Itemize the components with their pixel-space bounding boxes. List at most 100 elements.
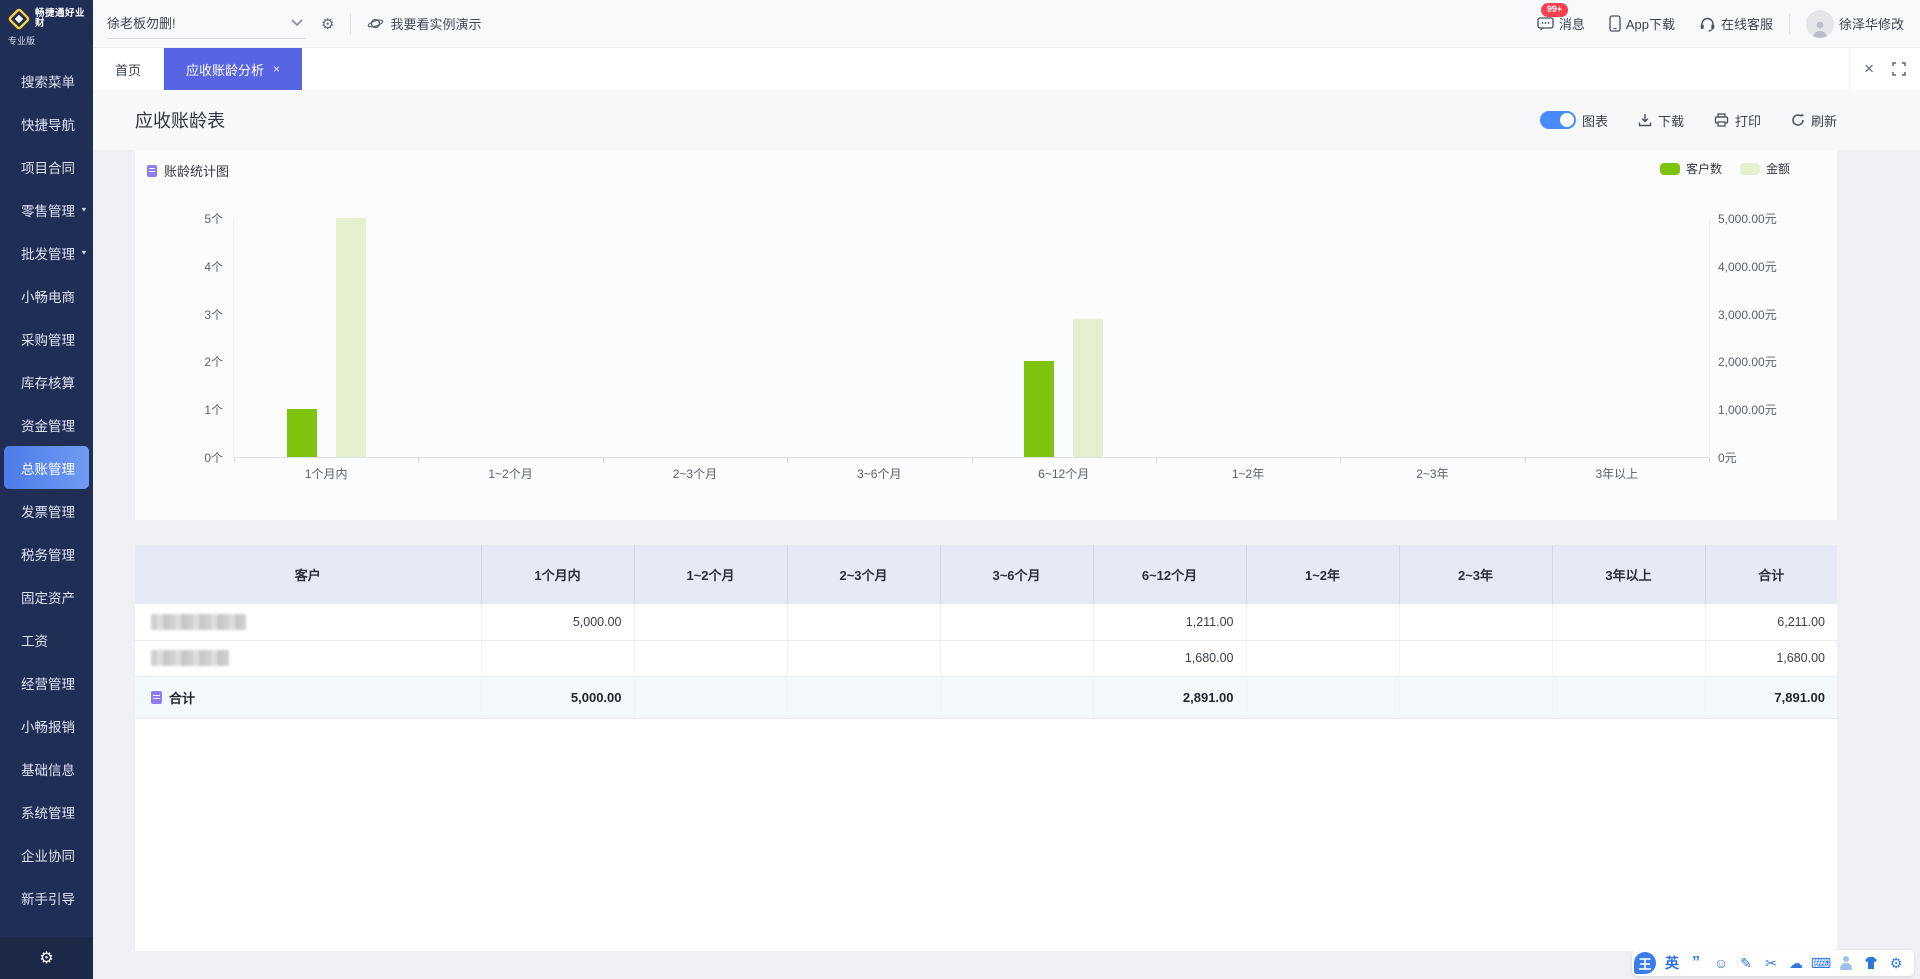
aging-table-card: 客户 1个月内 1~2个月 2~3个月 3~6个月 6~12个月 1~2年 2~3年 3年以上合… [135, 545, 1837, 951]
company-name: 徐老板勿删! [107, 15, 176, 31]
table-header-cell: 1~2年 [1246, 545, 1400, 604]
sidebar-item-label: 经营管理 [21, 676, 75, 692]
chart-category-label: 1~2年 [1231, 467, 1265, 481]
chart-toggle[interactable]: 图表 [1539, 111, 1608, 130]
aging-chart-card: 账龄统计图 客户数 金额 0个 1个 2个 3个 4个 5个 0元 1,000.00元 2,00… [135, 150, 1837, 520]
page-title: 应收账龄表 [135, 111, 225, 131]
sidebar-settings-button[interactable]: ⚙ [0, 937, 93, 979]
app-download-label: App下载 [1625, 17, 1675, 32]
sidebar-item-11[interactable]: 发票管理 [0, 489, 93, 532]
sidebar-item-18[interactable]: 系统管理 [0, 790, 93, 833]
sidebar-item-20[interactable]: 新手引导 [0, 876, 93, 919]
scissors-icon[interactable] [1763, 955, 1779, 971]
ime-brand-badge[interactable]: 王 [1634, 952, 1656, 974]
planet-icon [367, 16, 384, 31]
table-cell [940, 640, 1094, 677]
axis-tick [1524, 458, 1526, 463]
table-cell: 1,680.00 [1093, 640, 1247, 677]
download-button[interactable]: 下载 [1638, 111, 1684, 130]
axis-tick-label: 3,000.00元 [1718, 307, 1777, 322]
headset-icon [1699, 16, 1716, 32]
total-cell [1399, 675, 1553, 719]
tab-close-icon[interactable]: × [273, 62, 281, 76]
table-row[interactable]: 1,680.00 1,680.00 [135, 640, 1837, 677]
sidebar-item-4[interactable]: 零售管理 ▼ [0, 188, 93, 231]
table-header-cell: 1个月内 [481, 545, 635, 604]
chart-right-axis: 0元 1,000.00元 2,000.00元 3,000.00元 4,000.00元 5,… [1718, 212, 1828, 465]
shirt-icon[interactable] [1863, 955, 1879, 971]
sidebar-item-10[interactable]: 总账管理 [4, 446, 89, 489]
table-header-cell: 合计 [1705, 545, 1837, 604]
cloud-icon[interactable] [1788, 955, 1804, 971]
close-all-tabs-button[interactable]: × [1864, 59, 1874, 79]
chart-category-label: 1个月内 [304, 467, 348, 481]
table-cell [481, 640, 635, 677]
fullscreen-button[interactable] [1892, 62, 1906, 76]
messages-button[interactable]: 99+ 消息 [1537, 3, 1585, 33]
sidebar-item-label: 批发管理 [21, 246, 75, 262]
sidebar-item-6[interactable]: 小畅电商 [0, 274, 93, 317]
table-cell [1399, 604, 1553, 641]
sidebar-item-9[interactable]: 资金管理 [0, 403, 93, 446]
user-menu[interactable]: 徐泽华修改 [1805, 9, 1904, 38]
table-cell [787, 604, 941, 641]
close-icon: × [1864, 59, 1874, 78]
sidebar-item-8[interactable]: 库存核算 [0, 360, 93, 403]
keyboard-icon[interactable] [1813, 955, 1829, 971]
sidebar-item-7[interactable]: 采购管理 [0, 317, 93, 360]
chart-bar [335, 218, 366, 457]
sidebar-item-16[interactable]: 小畅报销 [0, 704, 93, 747]
sidebar-item-label: 搜索菜单 [21, 74, 75, 90]
sidebar-item-1[interactable]: 搜索菜单 [0, 59, 93, 102]
fullscreen-icon [1892, 62, 1906, 76]
axis-tick-label: 1个 [204, 403, 223, 418]
legend-item[interactable]: 客户数 [1659, 160, 1722, 177]
tab-2[interactable]: 应收账龄分析 × [164, 48, 303, 90]
total-cell [940, 675, 1094, 719]
company-selector[interactable]: 徐老板勿删! [107, 9, 305, 39]
chart-category-slot: 2~3年 [1340, 219, 1526, 481]
sidebar-item-17[interactable]: 基础信息 [0, 747, 93, 790]
table-cell [1246, 640, 1400, 677]
table-row[interactable]: 5,000.00 1,211.00 6,211.00 [135, 604, 1837, 641]
sidebar-item-label: 工资 [21, 633, 48, 649]
app-download-button[interactable]: App下载 [1609, 14, 1675, 33]
demo-link[interactable]: 我要看实例演示 [367, 14, 481, 33]
customer-cell [135, 604, 482, 641]
toggle-switch[interactable] [1539, 111, 1576, 129]
sidebar-nav: 搜索菜单快捷导航 项目合同 零售管理 ▼ 批发管理 ▼ 小畅电商 采购管理 库存核算 资金管理 总账… [0, 51, 93, 937]
sidebar-item-label: 固定资产 [21, 590, 75, 606]
sidebar-item-label: 税务管理 [21, 547, 75, 563]
sidebar-item-13[interactable]: 固定资产 [0, 575, 93, 618]
sidebar-item-label: 零售管理 [21, 203, 75, 219]
quote-icon[interactable] [1688, 955, 1704, 971]
sidebar-item-5[interactable]: 批发管理 ▼ [0, 231, 93, 274]
legend-item[interactable]: 金额 [1739, 160, 1790, 177]
person-icon[interactable] [1838, 955, 1854, 971]
ime-icons [1688, 955, 1904, 971]
pencil-icon[interactable] [1738, 955, 1754, 971]
brand-edition: 专业版 [8, 36, 36, 46]
print-button[interactable]: 打印 [1714, 111, 1761, 130]
sidebar-item-19[interactable]: 企业协同 [0, 833, 93, 876]
sidebar-item-2[interactable]: 快捷导航 [0, 102, 93, 145]
total-label: 合计 [169, 690, 196, 706]
chart-title: 账龄统计图 [164, 164, 230, 179]
table-cell [1552, 604, 1706, 641]
online-support-button[interactable]: 在线客服 [1699, 14, 1773, 33]
sidebar-item-15[interactable]: 经营管理 [0, 661, 93, 704]
tabs-container: 首页 应收账龄分析 × [93, 48, 303, 90]
legend-label: 客户数 [1685, 162, 1722, 176]
smiley-icon[interactable] [1713, 955, 1729, 971]
sidebar-item-12[interactable]: 税务管理 [0, 532, 93, 575]
gear-icon[interactable] [1888, 955, 1904, 971]
legend-label: 金额 [1765, 162, 1790, 176]
ime-language-mode[interactable]: 英 [1665, 955, 1679, 971]
chart-title-icon [147, 164, 157, 177]
refresh-button[interactable]: 刷新 [1791, 111, 1837, 130]
chart-category-label: 6~12个月 [1038, 467, 1090, 481]
sidebar-item-3[interactable]: 项目合同 [0, 145, 93, 188]
tab-1[interactable]: 首页 [93, 48, 165, 90]
sidebar-item-14[interactable]: 工资 [0, 618, 93, 661]
account-settings-button[interactable]: ⚙ [321, 15, 334, 33]
